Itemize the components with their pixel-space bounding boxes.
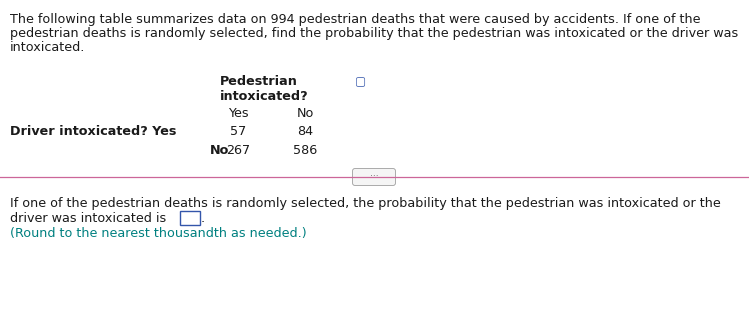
- Text: 267: 267: [226, 144, 250, 157]
- Text: No: No: [297, 107, 314, 120]
- Text: Yes: Yes: [228, 107, 249, 120]
- Text: No: No: [210, 144, 229, 157]
- FancyBboxPatch shape: [180, 211, 200, 225]
- Text: 84: 84: [297, 125, 313, 138]
- Text: Pedestrian: Pedestrian: [220, 75, 298, 88]
- Text: ···: ···: [370, 172, 378, 181]
- Text: driver was intoxicated is: driver was intoxicated is: [10, 212, 166, 225]
- Text: 586: 586: [293, 144, 317, 157]
- Text: (Round to the nearest thousandth as needed.): (Round to the nearest thousandth as need…: [10, 227, 306, 240]
- Text: pedestrian deaths is randomly selected, find the probability that the pedestrian: pedestrian deaths is randomly selected, …: [10, 27, 739, 40]
- Text: ▢: ▢: [355, 75, 366, 88]
- Text: 57: 57: [230, 125, 246, 138]
- Text: intoxicated.: intoxicated.: [10, 41, 85, 54]
- FancyBboxPatch shape: [353, 168, 395, 186]
- Text: Driver intoxicated? Yes: Driver intoxicated? Yes: [10, 125, 176, 138]
- Text: .: .: [201, 212, 205, 225]
- Text: If one of the pedestrian deaths is randomly selected, the probability that the p: If one of the pedestrian deaths is rando…: [10, 197, 721, 210]
- Text: The following table summarizes data on 994 pedestrian deaths that were caused by: The following table summarizes data on 9…: [10, 13, 700, 26]
- Text: intoxicated?: intoxicated?: [220, 90, 309, 103]
